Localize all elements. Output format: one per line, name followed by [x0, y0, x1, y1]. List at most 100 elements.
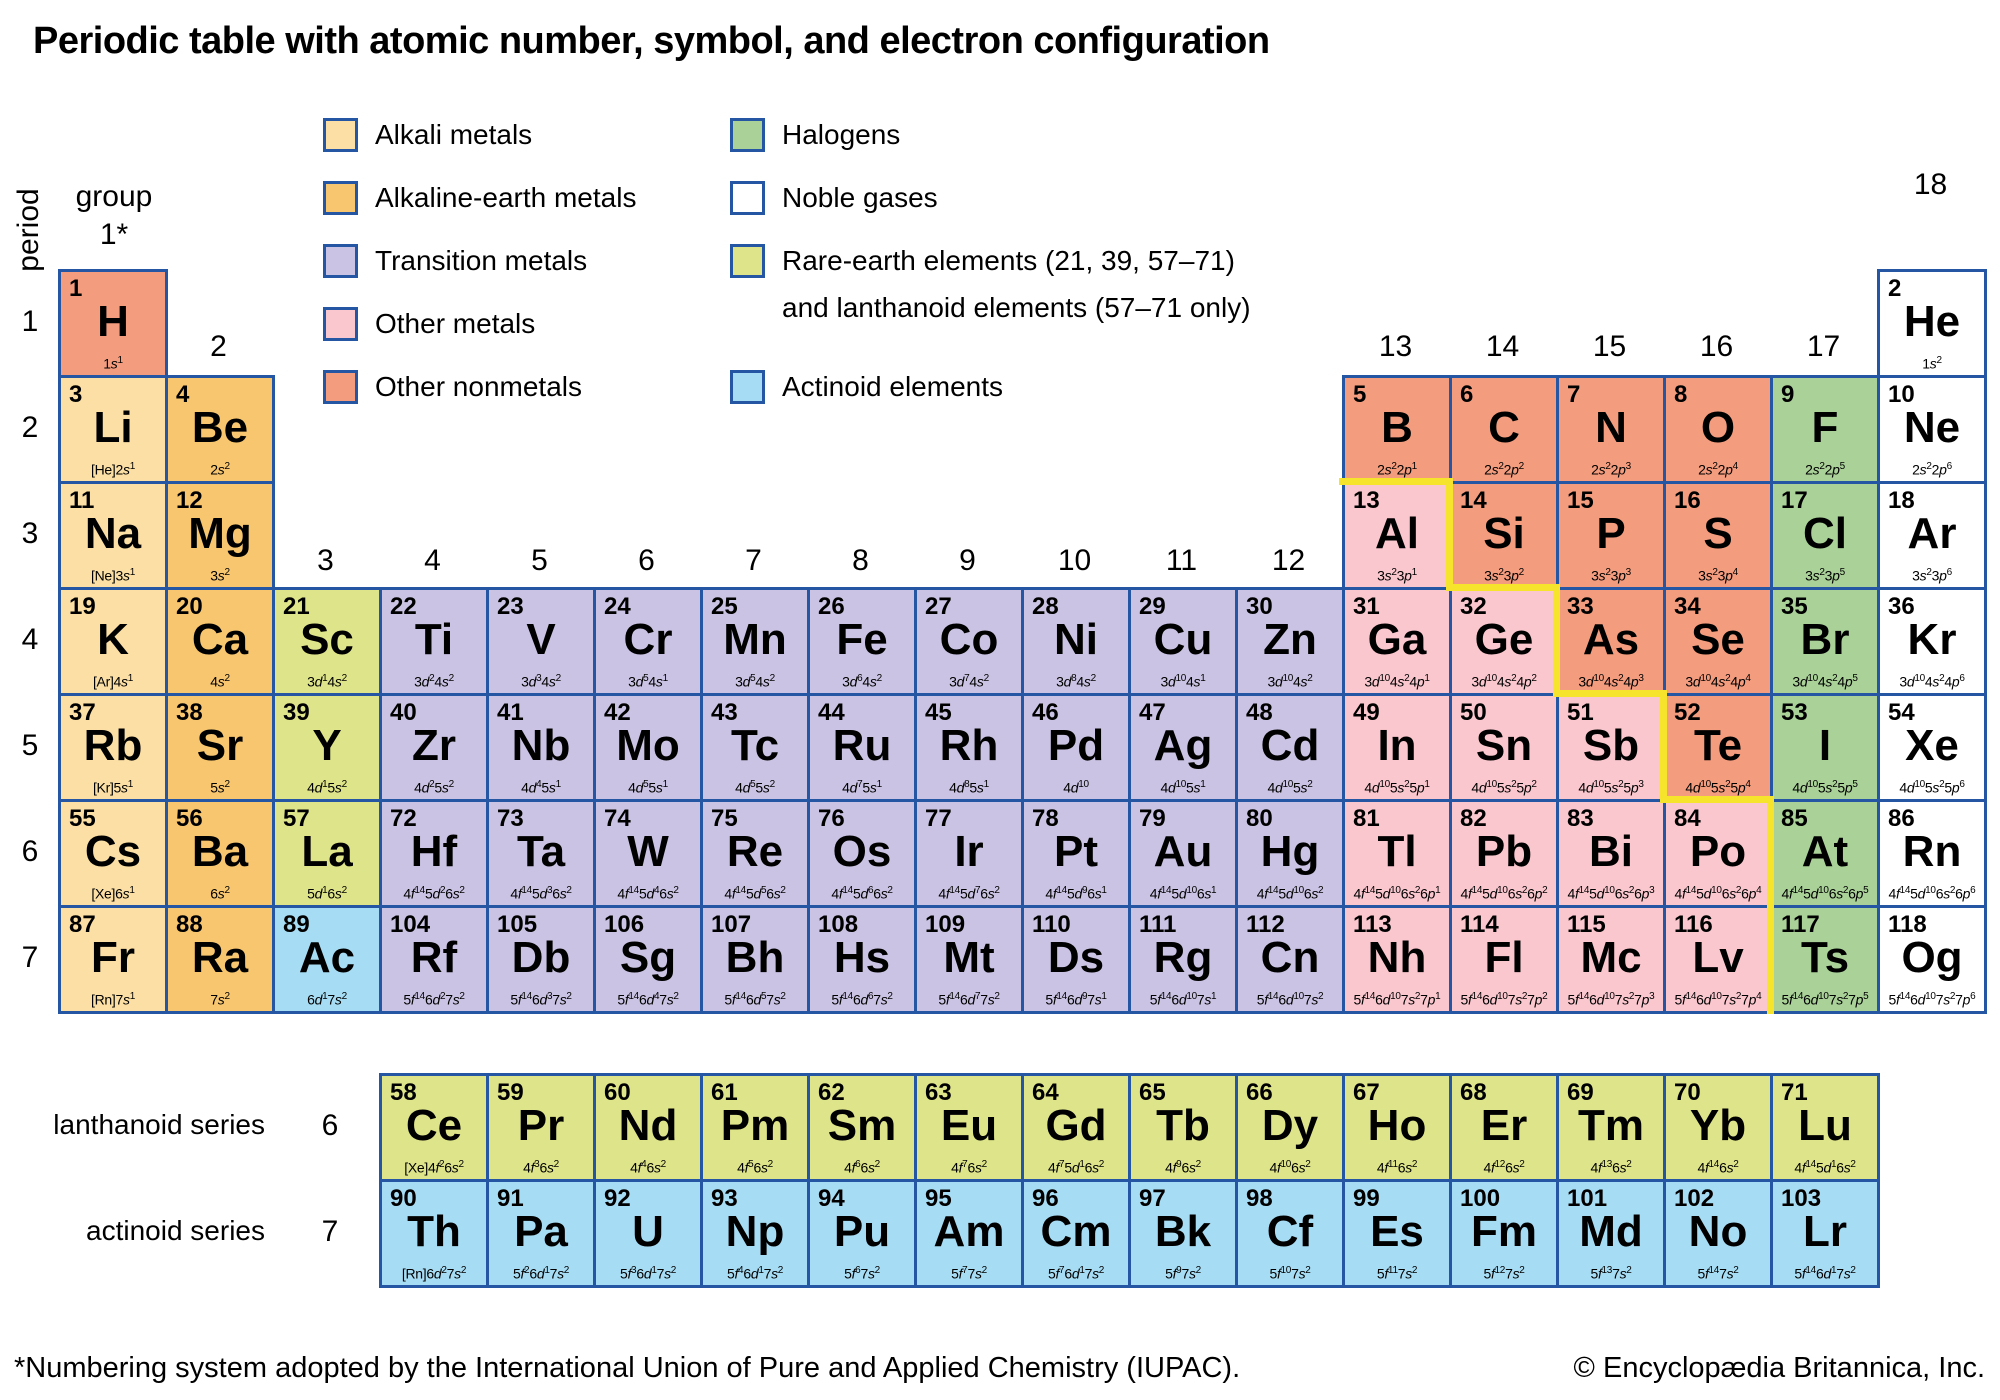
atomic-number: 42: [604, 699, 631, 726]
element-symbol: Cd: [1260, 721, 1320, 770]
electron-configuration: 3s2: [210, 567, 230, 584]
element-symbol: Si: [1483, 509, 1525, 558]
electron-configuration: 4f145d56s2: [724, 885, 786, 902]
element-symbol: Cm: [1040, 1207, 1112, 1256]
atomic-number: 60: [604, 1079, 631, 1106]
atomic-number: 57: [283, 805, 310, 832]
element-symbol: Nh: [1367, 933, 1427, 982]
atomic-number: 49: [1353, 699, 1380, 726]
legend-swatch-ng: [730, 181, 765, 215]
electron-configuration: [He]2s1: [91, 461, 135, 478]
element-cell: 67 Ho 4f116s2: [1342, 1073, 1452, 1182]
electron-configuration: 5f146d107s27p2: [1460, 991, 1548, 1008]
electron-configuration: 4f145d76s2: [938, 885, 1000, 902]
atomic-number: 75: [711, 805, 738, 832]
element-symbol: Ar: [1907, 509, 1957, 558]
element-cell: 7 N 2s22p3: [1556, 375, 1666, 484]
element-symbol: Pm: [720, 1101, 790, 1150]
atomic-number: 36: [1888, 593, 1915, 620]
atomic-number: 58: [390, 1079, 417, 1106]
element-symbol: Rn: [1902, 827, 1962, 876]
electron-configuration: 5f146d107s2: [1256, 991, 1324, 1008]
actinoid-series-label: actinoid series: [86, 1215, 265, 1246]
lanthanoid-series-label: lanthanoid series: [53, 1109, 265, 1140]
atomic-number: 78: [1032, 805, 1059, 832]
electron-configuration: 5f146d107s27p3: [1567, 991, 1655, 1008]
element-symbol: Ac: [298, 933, 356, 982]
atomic-number: 30: [1246, 593, 1273, 620]
electron-configuration: 4f96s2: [1165, 1159, 1201, 1176]
group-number: 11: [1165, 544, 1198, 577]
element-cell: 57 La 5d16s2: [272, 799, 382, 908]
electron-configuration: 5f146d57s2: [724, 991, 786, 1008]
legend-swatch-ae: [323, 181, 358, 215]
element-symbol: Ce: [405, 1101, 463, 1150]
atomic-number: 66: [1246, 1079, 1273, 1106]
atomic-number: 3: [69, 381, 83, 408]
element-symbol: Ag: [1153, 721, 1213, 770]
period-axis-label: period: [12, 188, 45, 272]
atomic-number: 50: [1460, 699, 1487, 726]
electron-configuration: 5s2: [210, 779, 230, 796]
element-cell: 77 Ir 4f145d76s2: [914, 799, 1024, 908]
element-cell: 8 O 2s22p4: [1663, 375, 1773, 484]
element-cell: 41 Nb 4d45s1: [486, 693, 596, 802]
element-symbol: Li: [93, 403, 133, 452]
element-symbol: Os: [832, 827, 892, 876]
element-symbol: N: [1595, 403, 1627, 452]
element-cell: 105 Db 5f146d37s2: [486, 905, 596, 1014]
element-symbol: Sc: [300, 615, 354, 664]
atomic-number: 89: [283, 911, 310, 938]
electron-configuration: 5f146d77s2: [938, 991, 1000, 1008]
legend-swatch-nm: [323, 370, 358, 404]
electron-configuration: 5f146d107s27p5: [1781, 991, 1869, 1008]
element-cell: 19 K [Ar]4s1: [58, 587, 168, 696]
element-symbol: Hs: [833, 933, 891, 982]
element-cell: 101 Md 5f137s2: [1556, 1179, 1666, 1288]
electron-configuration: 4f145d46s2: [617, 885, 679, 902]
element-symbol: Na: [84, 509, 142, 558]
electron-configuration: [Rn]7s1: [91, 991, 135, 1008]
atomic-number: 26: [818, 593, 845, 620]
atomic-number: 21: [283, 593, 310, 620]
element-symbol: Bi: [1589, 827, 1633, 876]
element-cell: 26 Fe 3d64s2: [807, 587, 917, 696]
electron-configuration: 3d54s1: [628, 673, 668, 690]
element-symbol: Cn: [1260, 933, 1320, 982]
element-symbol: Hg: [1260, 827, 1320, 876]
atomic-number: 108: [818, 911, 859, 938]
element-cell: 4 Be 2s2: [165, 375, 275, 484]
electron-configuration: 2s22p2: [1484, 461, 1524, 478]
element-cell: 72 Hf 4f145d26s2: [379, 799, 489, 908]
atomic-number: 97: [1139, 1185, 1166, 1212]
electron-configuration: 3d84s2: [1056, 673, 1096, 690]
electron-configuration: 4d105s25p5: [1792, 779, 1858, 796]
electron-configuration: [Xe]6s1: [91, 885, 135, 902]
electron-configuration: 2s22p6: [1912, 461, 1952, 478]
legend-swatch-alk: [323, 118, 358, 152]
element-symbol: Mo: [616, 721, 680, 770]
element-cell: 80 Hg 4f145d106s2: [1235, 799, 1345, 908]
element-symbol: Am: [933, 1207, 1005, 1256]
electron-configuration: 4d85s1: [949, 779, 989, 796]
element-cell: 68 Er 4f126s2: [1449, 1073, 1559, 1182]
electron-configuration: 4f116s2: [1376, 1159, 1418, 1176]
element-symbol: Rg: [1153, 933, 1213, 982]
atomic-number: 70: [1674, 1079, 1701, 1106]
element-cell: 30 Zn 3d104s2: [1235, 587, 1345, 696]
atomic-number: 98: [1246, 1185, 1273, 1212]
electron-configuration: 2s2: [210, 461, 230, 478]
element-symbol: No: [1688, 1207, 1748, 1256]
element-symbol: Zn: [1263, 615, 1317, 664]
electron-configuration: 1s2: [1922, 355, 1942, 372]
atomic-number: 62: [818, 1079, 845, 1106]
element-cell: 18 Ar 3s23p6: [1877, 481, 1987, 590]
electron-configuration: 4f145d106s26p2: [1460, 885, 1548, 902]
element-symbol: Ge: [1474, 615, 1534, 664]
atomic-number: 27: [925, 593, 952, 620]
element-symbol: Ba: [191, 827, 249, 876]
element-cell: 48 Cd 4d105s2: [1235, 693, 1345, 802]
element-cell: 21 Sc 3d14s2: [272, 587, 382, 696]
electron-configuration: 5f146d107s27p4: [1674, 991, 1762, 1008]
electron-configuration: 2s22p4: [1698, 461, 1738, 478]
